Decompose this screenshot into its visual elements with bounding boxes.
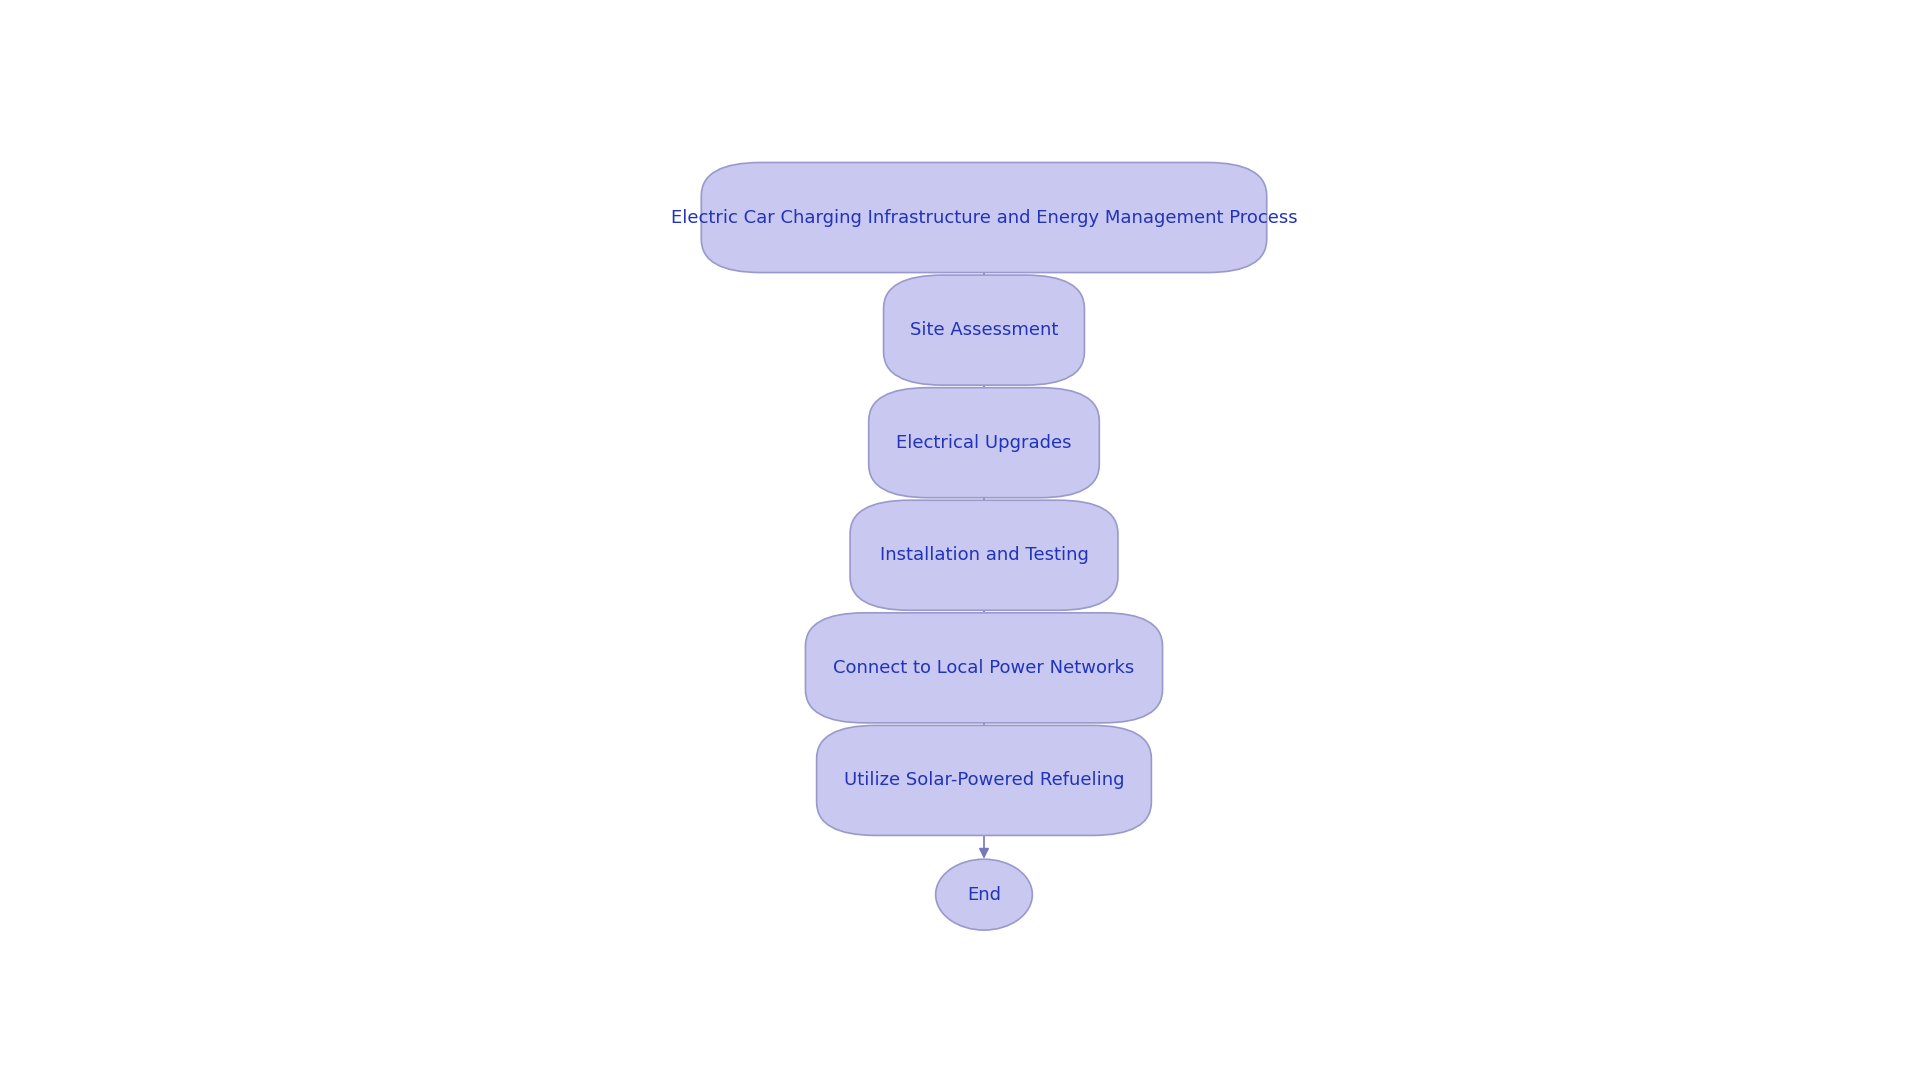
Text: Electric Car Charging Infrastructure and Energy Management Process: Electric Car Charging Infrastructure and… <box>670 209 1298 226</box>
Text: Utilize Solar-Powered Refueling: Utilize Solar-Powered Refueling <box>843 771 1125 790</box>
Text: End: End <box>968 886 1000 903</box>
FancyBboxPatch shape <box>701 162 1267 273</box>
FancyBboxPatch shape <box>868 388 1100 498</box>
Ellipse shape <box>935 859 1033 930</box>
FancyBboxPatch shape <box>883 275 1085 386</box>
Text: Connect to Local Power Networks: Connect to Local Power Networks <box>833 658 1135 677</box>
FancyBboxPatch shape <box>816 726 1152 835</box>
Text: Electrical Upgrades: Electrical Upgrades <box>897 433 1071 452</box>
Text: Site Assessment: Site Assessment <box>910 321 1058 339</box>
FancyBboxPatch shape <box>851 500 1117 611</box>
FancyBboxPatch shape <box>806 613 1162 722</box>
Text: Installation and Testing: Installation and Testing <box>879 546 1089 564</box>
